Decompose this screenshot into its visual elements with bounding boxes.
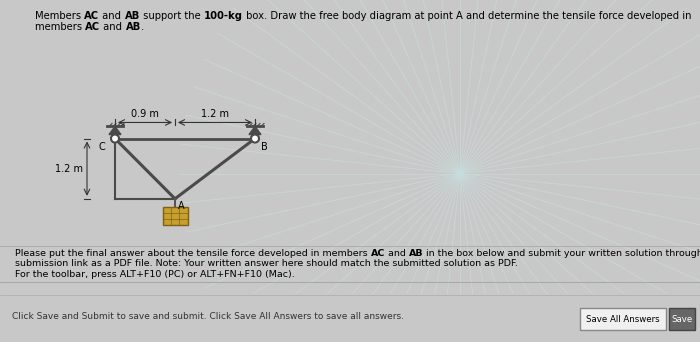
Text: AB: AB: [125, 11, 140, 21]
Text: Click Save and Submit to save and submit. Click Save All Answers to save all ans: Click Save and Submit to save and submit…: [12, 312, 404, 320]
Text: and: and: [100, 22, 125, 32]
Text: C: C: [98, 142, 105, 152]
Text: For the toolbar, press ALT+F10 (PC) or ALT+FN+F10 (Mac).: For the toolbar, press ALT+F10 (PC) or A…: [15, 270, 295, 279]
Bar: [580, 308, 666, 330]
Bar: [669, 308, 695, 330]
Text: AB: AB: [125, 22, 141, 32]
Circle shape: [111, 134, 119, 143]
Circle shape: [251, 134, 259, 143]
Polygon shape: [109, 127, 121, 134]
Text: AC: AC: [85, 22, 100, 32]
Text: AB: AB: [409, 249, 423, 258]
Text: AC: AC: [84, 11, 99, 21]
Text: B: B: [261, 142, 267, 152]
Text: box. Draw the free body diagram at point A and determine the tensile force devel: box. Draw the free body diagram at point…: [243, 11, 691, 21]
Text: A: A: [178, 201, 185, 211]
Text: submission link as a PDF file. Note: Your written answer here should match the s: submission link as a PDF file. Note: You…: [15, 259, 518, 268]
Text: .: .: [141, 22, 144, 32]
Polygon shape: [249, 127, 261, 134]
Text: AC: AC: [370, 249, 385, 258]
Text: members: members: [35, 22, 85, 32]
Text: Save: Save: [671, 315, 692, 324]
Text: Save All Answers: Save All Answers: [586, 315, 660, 324]
Text: support the: support the: [140, 11, 204, 21]
Text: Members: Members: [35, 11, 84, 21]
Text: 1.2 m: 1.2 m: [55, 163, 83, 174]
Text: Please put the final answer about the tensile force developed in members: Please put the final answer about the te…: [15, 249, 370, 258]
Text: 1.2 m: 1.2 m: [201, 109, 229, 119]
Text: and: and: [99, 11, 125, 21]
Bar: [162, 207, 188, 225]
Text: 0.9 m: 0.9 m: [131, 109, 159, 119]
Text: 100-kg: 100-kg: [204, 11, 243, 21]
Text: and: and: [385, 249, 409, 258]
Text: in the box below and submit your written solution through the: in the box below and submit your written…: [424, 249, 700, 258]
